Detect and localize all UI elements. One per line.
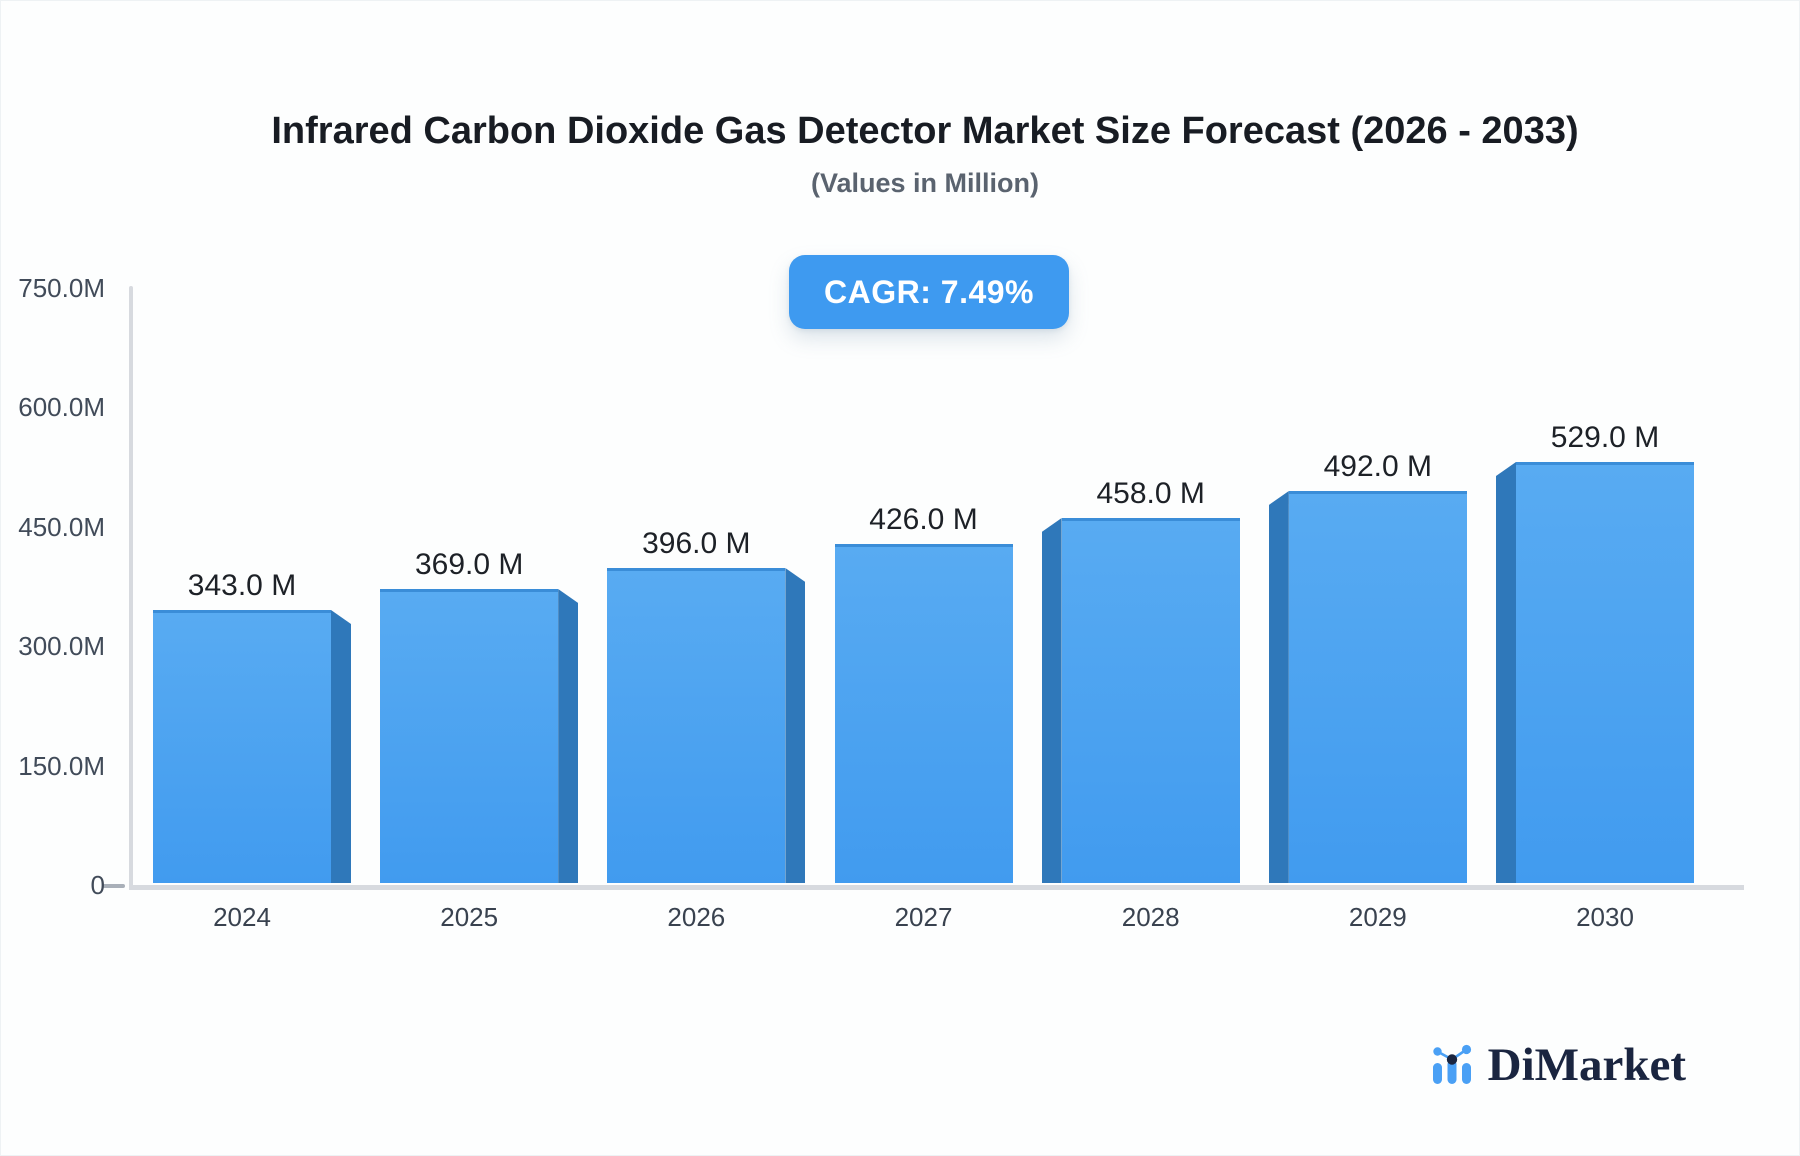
bar-3d-side xyxy=(1041,518,1062,883)
bar-group-2026: 396.0 M xyxy=(586,527,806,883)
bar-3d-side xyxy=(785,568,806,883)
bar-3d-side xyxy=(1268,491,1289,883)
x-axis-label-2026: 2026 xyxy=(667,902,726,932)
dimarket-logo-icon xyxy=(1432,1044,1471,1084)
bar-2027[interactable] xyxy=(834,544,1013,883)
x-axis-label-2028: 2028 xyxy=(1121,902,1180,932)
chart-subtitle: (Values in Million) xyxy=(810,168,1040,198)
bar-value-label: 426.0 M xyxy=(869,503,978,536)
bar-2029[interactable] xyxy=(1288,491,1467,883)
bar-group-2028: 458.0 M xyxy=(1041,477,1261,883)
x-axis-label-2030: 2030 xyxy=(1576,902,1634,932)
y-tick-label: 750.0M xyxy=(18,273,105,303)
y-tick-label: 0 xyxy=(90,870,105,900)
y-tick-label: 150.0M xyxy=(18,750,105,781)
bar-group-2025: 369.0 M xyxy=(359,548,579,883)
bar-group-2030: 529.0 M xyxy=(1495,421,1715,883)
bar-2024[interactable] xyxy=(153,610,331,883)
bar-group-2027: 426.0 M xyxy=(814,503,1034,883)
y-axis-line xyxy=(129,286,133,890)
dimarket-logo-text: DiMarket xyxy=(1487,1039,1686,1091)
bar-2025[interactable] xyxy=(380,589,559,883)
bar-2028[interactable] xyxy=(1061,518,1240,883)
cagr-badge: CAGR: 7.49% xyxy=(789,255,1069,329)
cagr-badge-label: CAGR: 7.49% xyxy=(824,273,1034,310)
x-axis-label-2025: 2025 xyxy=(440,902,499,932)
bar-2030[interactable] xyxy=(1516,462,1694,883)
bar-value-label: 396.0 M xyxy=(642,527,751,560)
y-tick-label: 300.0M xyxy=(18,631,105,662)
bar-group-2029: 492.0 M xyxy=(1268,450,1488,883)
y-tick-label: 600.0M xyxy=(18,392,105,423)
bar-2026[interactable] xyxy=(607,568,786,883)
bar-group-2024: 343.0 M xyxy=(132,569,352,883)
dimarket-logo[interactable]: DiMarket xyxy=(1429,1039,1686,1091)
zero-tick-mark xyxy=(102,884,125,888)
x-axis-label-2024: 2024 xyxy=(213,902,271,932)
x-axis-line xyxy=(129,885,1744,890)
bar-value-label: 369.0 M xyxy=(414,548,524,581)
bar-3d-side xyxy=(1496,462,1516,883)
chart-title: Infrared Carbon Dioxide Gas Detector Mar… xyxy=(271,110,1579,152)
bar-value-label: 458.0 M xyxy=(1096,477,1205,510)
x-axis-label-2029: 2029 xyxy=(1348,902,1407,932)
x-axis-label-2027: 2027 xyxy=(894,902,953,932)
y-tick-label: 450.0M xyxy=(18,511,105,542)
bar-value-label: 343.0 M xyxy=(187,569,297,602)
bar-value-label: 529.0 M xyxy=(1550,421,1660,454)
bar-value-label: 492.0 M xyxy=(1323,450,1433,483)
bar-3d-side xyxy=(331,610,351,883)
bar-3d-side xyxy=(558,589,579,883)
